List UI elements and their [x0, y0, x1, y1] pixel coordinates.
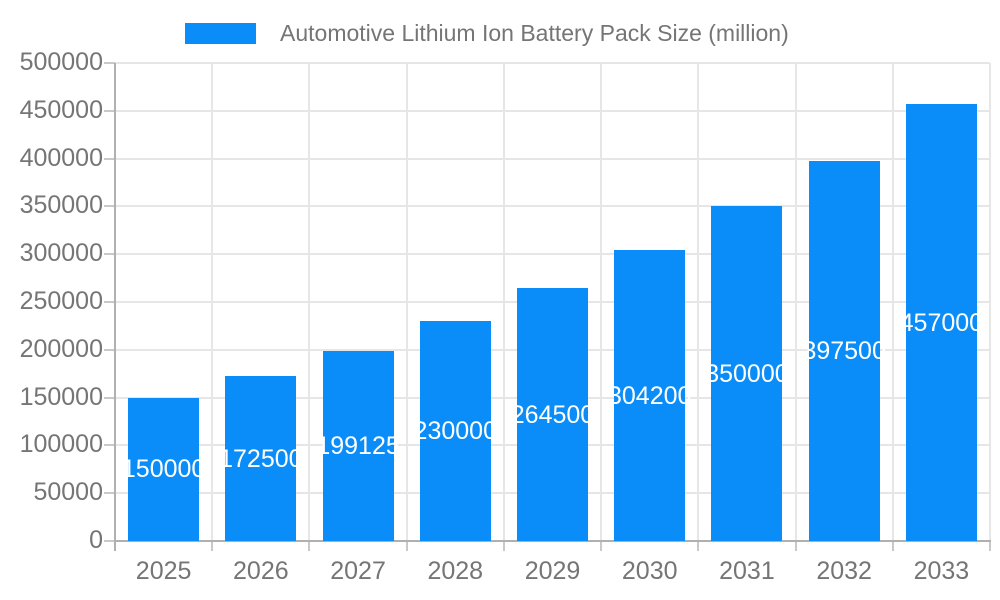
x-axis-category-label: 2025: [135, 557, 192, 585]
x-axis-category-label: 2028: [427, 557, 484, 585]
x-gridline: [502, 63, 505, 541]
x-axis-tick: [502, 542, 505, 551]
y-axis-tick: [104, 348, 115, 351]
y-axis-tick: [104, 253, 115, 256]
x-gridline: [211, 63, 214, 541]
x-axis-tick: [989, 542, 991, 551]
y-axis-tick-label: 450000: [19, 95, 103, 124]
x-axis-category-label: 2029: [524, 557, 581, 585]
x-axis-tick: [697, 542, 700, 551]
y-axis-tick-label: 0: [89, 526, 103, 554]
x-axis-tick: [600, 542, 603, 551]
y-axis-tick-label: 500000: [19, 48, 103, 76]
x-axis-category-label: 2033: [913, 557, 970, 585]
x-gridline: [697, 63, 700, 541]
y-axis-tick-label: 300000: [19, 239, 103, 268]
bar-value-label: 199125: [316, 431, 400, 460]
y-axis-tick: [104, 396, 115, 399]
y-gridline: [115, 253, 990, 256]
x-gridline: [308, 63, 311, 541]
bar-2033: [905, 104, 977, 541]
x-axis-category-label: 2030: [621, 557, 678, 585]
bar-2032: [808, 160, 880, 541]
y-axis-tick: [104, 62, 115, 64]
x-axis-tick: [891, 542, 894, 551]
y-axis-tick-label: 100000: [19, 430, 103, 459]
y-axis-line: [114, 63, 116, 551]
bar-2028: [419, 321, 491, 541]
x-gridline: [405, 63, 408, 541]
x-gridline: [989, 63, 991, 541]
x-axis-category-label: 2027: [330, 557, 386, 585]
bar-value-label: 397500: [802, 336, 886, 365]
y-axis-tick-label: 150000: [19, 382, 103, 411]
x-axis-tick: [308, 542, 311, 551]
y-axis-tick-label: 350000: [19, 191, 103, 220]
y-axis-tick-label: 50000: [33, 478, 103, 507]
x-gridline: [794, 63, 797, 541]
y-gridline: [115, 109, 990, 112]
bar-value-label: 264500: [510, 400, 595, 429]
x-axis-category-label: 2032: [816, 557, 872, 585]
x-axis-category-label: 2026: [233, 557, 289, 585]
legend-swatch: [185, 23, 256, 44]
legend-label: Automotive Lithium Ion Battery Pack Size…: [280, 20, 789, 46]
bar-2025: [128, 397, 200, 541]
x-axis-category-label: 2031: [719, 557, 775, 585]
bar-2027: [322, 350, 394, 541]
y-axis-tick: [104, 205, 115, 208]
y-gridline: [115, 205, 990, 208]
bar-value-label: 150000: [121, 455, 206, 484]
x-axis-tick: [405, 542, 408, 551]
x-axis-line: [114, 540, 991, 542]
y-axis-tick: [104, 540, 115, 542]
bar-value-label: 350000: [705, 359, 789, 388]
y-axis-tick: [104, 444, 115, 447]
x-gridline: [891, 63, 894, 541]
bar-2030: [614, 250, 686, 541]
bar-2031: [711, 206, 783, 541]
y-axis-tick-label: 400000: [19, 143, 103, 172]
x-axis-tick: [211, 542, 214, 551]
y-axis-tick: [104, 109, 115, 112]
y-axis-tick: [104, 301, 115, 303]
bar-value-label: 304200: [608, 381, 692, 410]
bar-value-label: 230000: [413, 417, 497, 446]
y-axis-tick: [104, 157, 115, 160]
bar-value-label: 172500: [219, 444, 303, 473]
y-gridline: [115, 157, 990, 160]
bar-2026: [225, 376, 297, 541]
x-axis-tick: [794, 542, 797, 551]
y-axis-tick-label: 200000: [19, 334, 103, 363]
x-gridline: [600, 63, 603, 541]
y-axis-tick-label: 250000: [19, 287, 103, 315]
y-gridline: [115, 62, 990, 64]
bar-2029: [517, 288, 588, 541]
legend-item[interactable]: Automotive Lithium Ion Battery Pack Size…: [185, 20, 789, 47]
y-axis-tick: [104, 492, 115, 495]
bar-value-label: 457000: [899, 308, 984, 337]
